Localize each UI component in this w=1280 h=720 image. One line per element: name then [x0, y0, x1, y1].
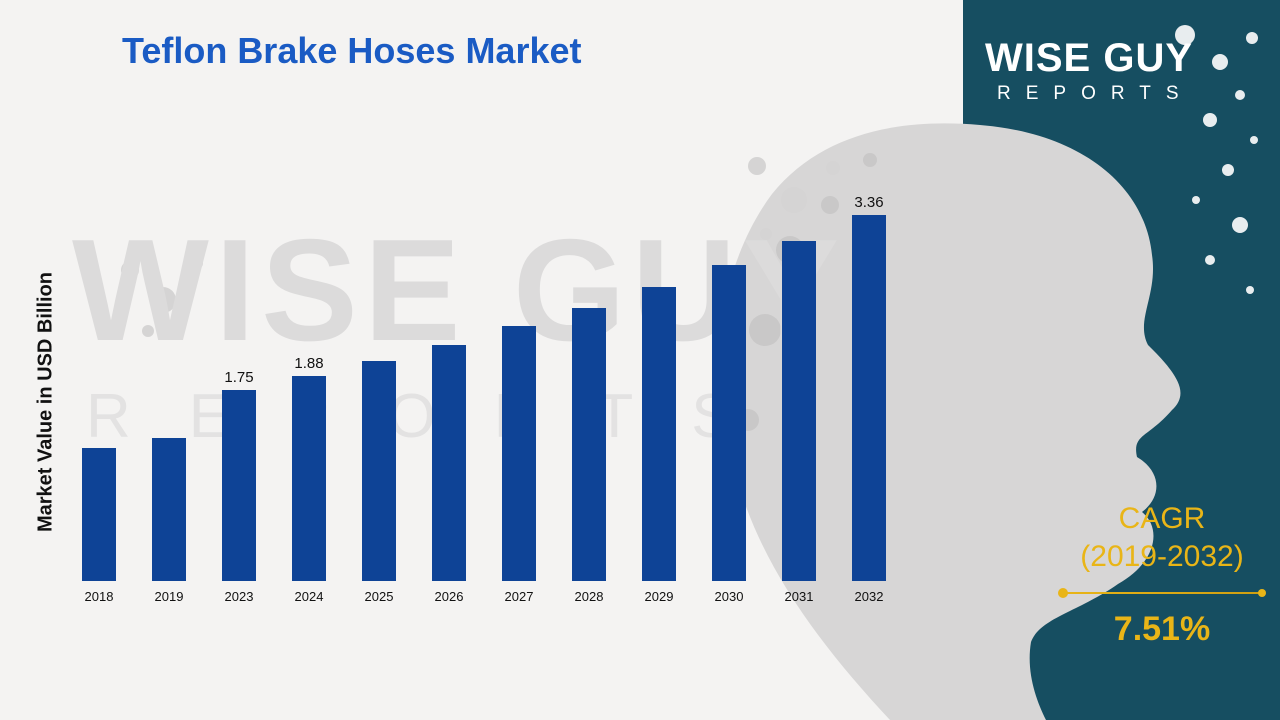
- logo-wordmark: WISE GUY: [985, 36, 1194, 80]
- bar-group: 2030: [694, 244, 764, 605]
- logo-face-dots: [1175, 25, 1258, 294]
- bar: [292, 376, 326, 581]
- bar-group: 3.36 2032: [834, 194, 904, 605]
- bar-group: 2026: [414, 324, 484, 605]
- logo-subtext: REPORTS: [997, 83, 1194, 104]
- bar-year-label: 2026: [434, 589, 464, 604]
- decorative-dot: [760, 228, 772, 240]
- bar-group: 2031: [764, 220, 834, 605]
- watermark-wordmark: WISE GUY: [72, 209, 846, 371]
- bar: [432, 345, 466, 581]
- bar-year-label: 2031: [784, 589, 814, 604]
- page-title: Teflon Brake Hoses Market: [122, 30, 582, 71]
- bar-year-label: 2024: [294, 589, 324, 604]
- bar-year-label: 2028: [574, 589, 604, 604]
- watermark: WISE GUY REPORTS: [72, 218, 845, 452]
- bar-year-label: 2023: [224, 589, 254, 604]
- bar-year-label: 2029: [644, 589, 674, 604]
- y-axis-label: Market Value in USD Billion: [34, 271, 57, 533]
- bar-value-label: 1.75: [224, 369, 254, 386]
- bar-group: 2028: [554, 287, 624, 605]
- decorative-dot: [826, 161, 840, 175]
- bar-group: 2025: [344, 340, 414, 605]
- bar: [642, 287, 676, 581]
- bar-year-label: 2032: [854, 589, 884, 604]
- bar-group: 2018: [64, 427, 134, 605]
- bar: [852, 215, 886, 581]
- bar-plot: 2018 2019 1.75 2023 1.88 2024 2025 2026 2027 2028…: [64, 194, 904, 605]
- bar: [82, 448, 116, 581]
- cagr-divider-line: [1058, 588, 1266, 598]
- cagr-value: 7.51%: [1113, 610, 1211, 648]
- bar-year-label: 2019: [154, 589, 184, 604]
- brand-logo: WISE GUY REPORTS: [985, 36, 1194, 105]
- cagr-block: CAGR (2019-2032) 7.51%: [1056, 502, 1268, 649]
- bar: [572, 308, 606, 581]
- bar-group: 1.88 2024: [274, 355, 344, 605]
- decorative-dot: [142, 325, 154, 337]
- decorative-dot: [781, 187, 807, 213]
- bar-group: 2019: [134, 417, 204, 605]
- bar: [152, 438, 186, 581]
- decorative-dot: [748, 157, 766, 175]
- bar: [502, 326, 536, 581]
- bar-year-label: 2027: [504, 589, 534, 604]
- watermark-subtext: REPORTS: [72, 381, 845, 452]
- bar: [222, 390, 256, 581]
- bar-group: 2027: [484, 305, 554, 605]
- decorative-dot: [150, 287, 176, 313]
- bar: [782, 241, 816, 581]
- bar-group: 2029: [624, 266, 694, 605]
- decorative-dot: [121, 261, 139, 279]
- bar-year-label: 2025: [364, 589, 394, 604]
- head-profile-shape: [717, 123, 1181, 720]
- cagr-label: CAGR: [1118, 502, 1206, 535]
- bar-group: 1.75 2023: [204, 369, 274, 605]
- decorative-dot: [189, 256, 203, 270]
- bar: [362, 361, 396, 581]
- bar-year-label: 2030: [714, 589, 744, 604]
- cagr-range: (2019-2032): [1080, 540, 1244, 573]
- bar-value-label: 1.88: [294, 355, 324, 372]
- bar-value-label: 3.36: [854, 194, 884, 211]
- bar-year-label: 2018: [84, 589, 114, 604]
- bar: [712, 265, 746, 581]
